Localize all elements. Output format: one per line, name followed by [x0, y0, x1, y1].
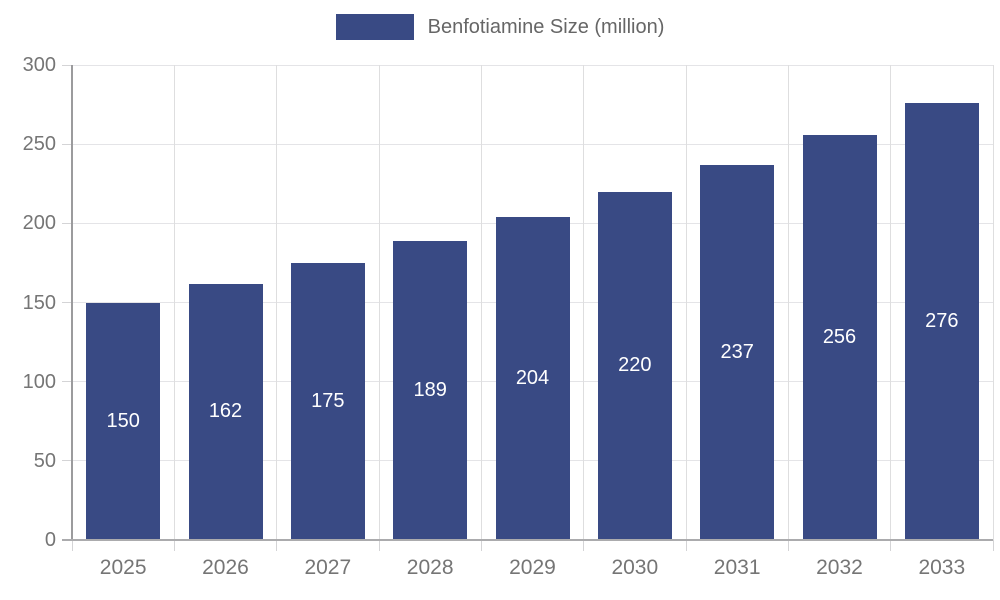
y-tick-label-200: 200: [22, 212, 56, 235]
bar-2031: 237: [700, 164, 775, 540]
legend-label: Benfotiamine Size (million): [427, 16, 665, 38]
legend-swatch: [335, 14, 414, 40]
x-gridline-8: [890, 65, 892, 540]
y-tick-150: [62, 302, 72, 303]
bar-2032: 256: [802, 134, 877, 540]
bar-2029: 204: [495, 217, 570, 540]
bar-2025: 150: [86, 302, 161, 540]
y-tick-100: [62, 381, 72, 383]
x-tick-label-2028: 2028: [406, 556, 454, 579]
x-tick-label-2033: 2033: [918, 556, 966, 579]
plot-area: 0 50 100 150 200 250 300 150 2025 162 2026 175 2027 1…: [23, 54, 994, 579]
x-tick-6: [685, 540, 687, 551]
x-gridline-6: [685, 65, 687, 540]
x-tick-label-2030: 2030: [611, 556, 659, 579]
bar-value-label-2028: 189: [413, 378, 447, 401]
bar-2033: 276: [904, 103, 979, 540]
y-tick-label-150: 150: [22, 291, 56, 314]
bar-value-label-2032: 256: [822, 325, 857, 348]
y-tick-50: [62, 460, 72, 462]
x-tick-label-2031: 2031: [713, 556, 761, 579]
bar-value-label-2030: 220: [618, 354, 652, 377]
x-gridline-5: [583, 65, 585, 540]
x-tick-label-2025: 2025: [99, 556, 147, 579]
bar-2026: 162: [188, 283, 263, 540]
bar-value-label-2025: 150: [106, 409, 140, 432]
y-tick-label-250: 250: [22, 133, 56, 156]
x-gridline-7: [787, 65, 789, 540]
x-tick-label-2029: 2029: [509, 556, 556, 579]
y-axis-line: [71, 65, 73, 540]
x-tick-label-2027: 2027: [304, 556, 352, 579]
x-gridline-3: [378, 65, 380, 540]
bar-value-label-2029: 204: [515, 367, 550, 389]
x-tick-3: [378, 540, 380, 551]
bar-value-label-2031: 237: [720, 340, 754, 363]
x-tick-4: [480, 540, 482, 551]
bar-2027: 175: [290, 262, 365, 540]
x-tick-2: [276, 540, 278, 551]
bar-2028: 189: [393, 240, 468, 540]
y-tick-label-0: 0: [44, 529, 56, 551]
bar-value-label-2027: 175: [311, 389, 345, 412]
x-tick-1: [173, 540, 175, 551]
y-tick-label-50: 50: [33, 449, 56, 472]
y-gridline-300: [72, 64, 993, 66]
bar-value-label-2033: 276: [925, 310, 959, 332]
y-tick-200: [62, 222, 72, 224]
legend-item-benfotiamine[interactable]: Benfotiamine Size (million): [335, 14, 665, 40]
y-tick-label-100: 100: [22, 370, 56, 393]
x-axis-line: [62, 539, 993, 541]
x-gridline-9: [992, 65, 994, 540]
x-tick-0: [71, 540, 73, 551]
y-tick-250: [62, 143, 72, 145]
x-tick-8: [890, 540, 892, 551]
y-gridline-250: [72, 143, 993, 145]
x-gridline-2: [276, 65, 278, 540]
x-gridline-4: [480, 65, 482, 540]
x-tick-7: [787, 540, 789, 551]
y-tick-label-300: 300: [22, 54, 56, 76]
x-tick-5: [583, 540, 585, 551]
y-tick-300: [62, 64, 72, 66]
bar-2030: 220: [597, 191, 672, 540]
x-gridline-1: [173, 65, 175, 540]
x-tick-label-2032: 2032: [816, 556, 863, 579]
bar-value-label-2026: 162: [208, 400, 243, 423]
x-tick-9: [992, 540, 994, 551]
chart-legend: Benfotiamine Size (million): [0, 14, 1000, 40]
x-tick-label-2026: 2026: [202, 556, 249, 579]
